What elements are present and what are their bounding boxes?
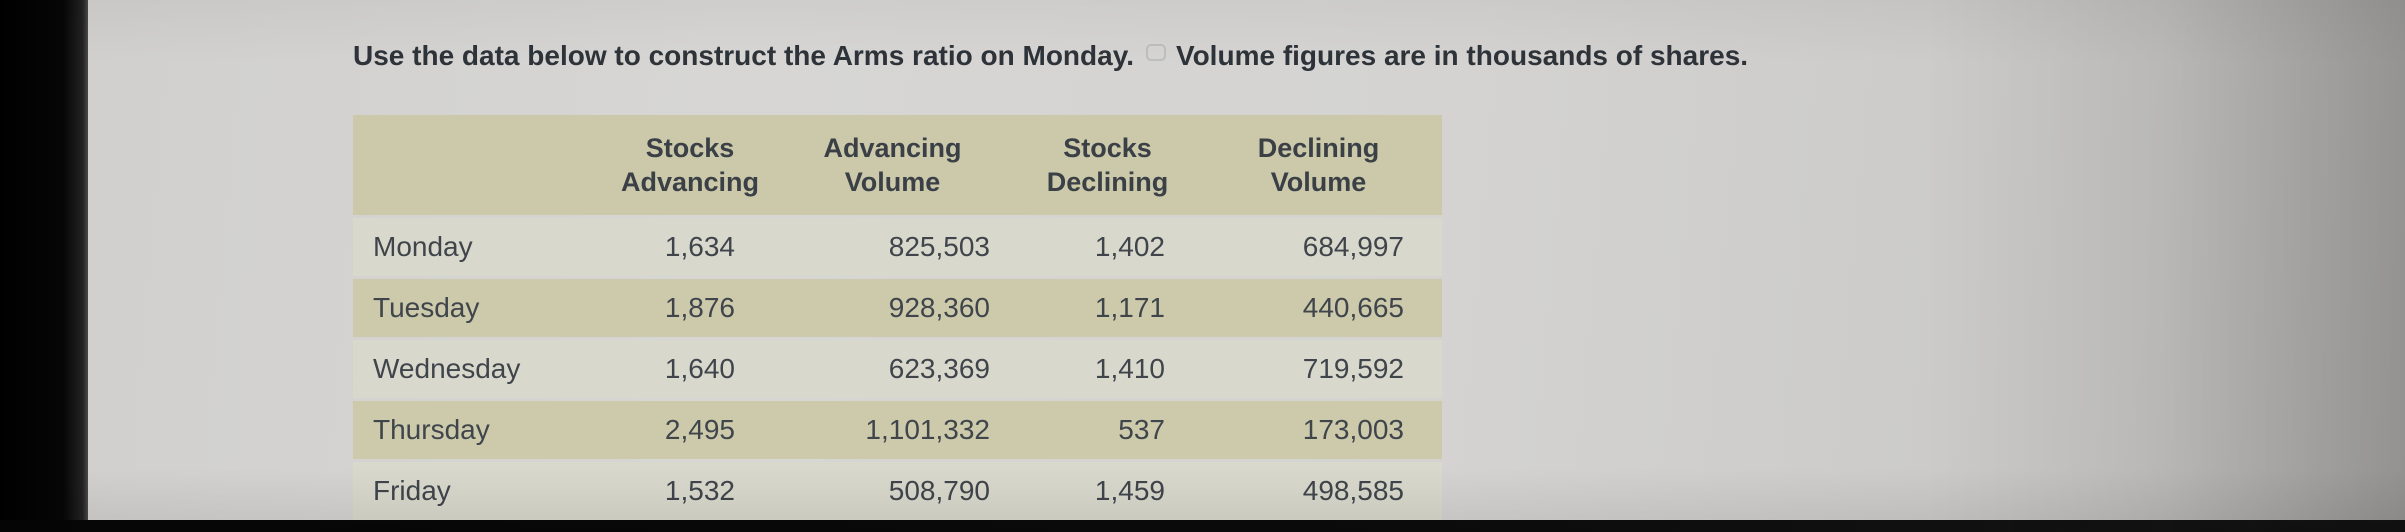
question-text: Use the data below to construct the Arms… xyxy=(353,40,1748,72)
column-header-advancing-volume: Advancing Volume xyxy=(765,115,1020,215)
column-header-stocks-advancing: Stocks Advancing xyxy=(615,115,765,215)
cell-advancing-volume: 1,101,332 xyxy=(765,401,1020,459)
cell-stocks-advancing: 2,495 xyxy=(615,401,765,459)
data-table: Stocks Advancing Advancing Volume Stocks… xyxy=(353,115,1442,523)
table-row: Thursday 2,495 1,101,332 537 173,003 xyxy=(353,401,1442,459)
glare-artifact-icon xyxy=(1145,44,1166,61)
row-label: Friday xyxy=(353,462,615,520)
table-row: Friday 1,532 508,790 1,459 498,585 xyxy=(353,462,1442,520)
screen-bezel-bottom xyxy=(0,520,2405,532)
cell-stocks-declining: 1,402 xyxy=(1020,218,1195,276)
cell-stocks-declining: 1,459 xyxy=(1020,462,1195,520)
cell-declining-volume: 498,585 xyxy=(1195,462,1442,520)
screen-bezel-left xyxy=(0,0,88,532)
cell-declining-volume: 684,997 xyxy=(1195,218,1442,276)
row-label: Tuesday xyxy=(353,279,615,337)
cell-advancing-volume: 928,360 xyxy=(765,279,1020,337)
table-row: Wednesday 1,640 623,369 1,410 719,592 xyxy=(353,340,1442,398)
cell-stocks-advancing: 1,876 xyxy=(615,279,765,337)
cell-stocks-declining: 1,171 xyxy=(1020,279,1195,337)
cell-declining-volume: 173,003 xyxy=(1195,401,1442,459)
cell-advancing-volume: 508,790 xyxy=(765,462,1020,520)
cell-advancing-volume: 623,369 xyxy=(765,340,1020,398)
cell-stocks-declining: 1,410 xyxy=(1020,340,1195,398)
column-header-declining-volume: Declining Volume xyxy=(1195,115,1442,215)
cell-stocks-advancing: 1,640 xyxy=(615,340,765,398)
cell-declining-volume: 440,665 xyxy=(1195,279,1442,337)
table-row: Tuesday 1,876 928,360 1,171 440,665 xyxy=(353,279,1442,337)
table-header-row: Stocks Advancing Advancing Volume Stocks… xyxy=(353,115,1442,215)
table-row: Monday 1,634 825,503 1,402 684,997 xyxy=(353,218,1442,276)
cell-stocks-advancing: 1,532 xyxy=(615,462,765,520)
row-label: Monday xyxy=(353,218,615,276)
question-text-part1: Use the data below to construct the Arms… xyxy=(353,40,1134,71)
cell-advancing-volume: 825,503 xyxy=(765,218,1020,276)
cell-stocks-advancing: 1,634 xyxy=(615,218,765,276)
row-label: Thursday xyxy=(353,401,615,459)
cell-stocks-declining: 537 xyxy=(1020,401,1195,459)
cell-declining-volume: 719,592 xyxy=(1195,340,1442,398)
column-header-stocks-declining: Stocks Declining xyxy=(1020,115,1195,215)
column-header-day xyxy=(353,115,615,215)
row-label: Wednesday xyxy=(353,340,615,398)
question-text-part2: Volume figures are in thousands of share… xyxy=(1175,40,1749,71)
